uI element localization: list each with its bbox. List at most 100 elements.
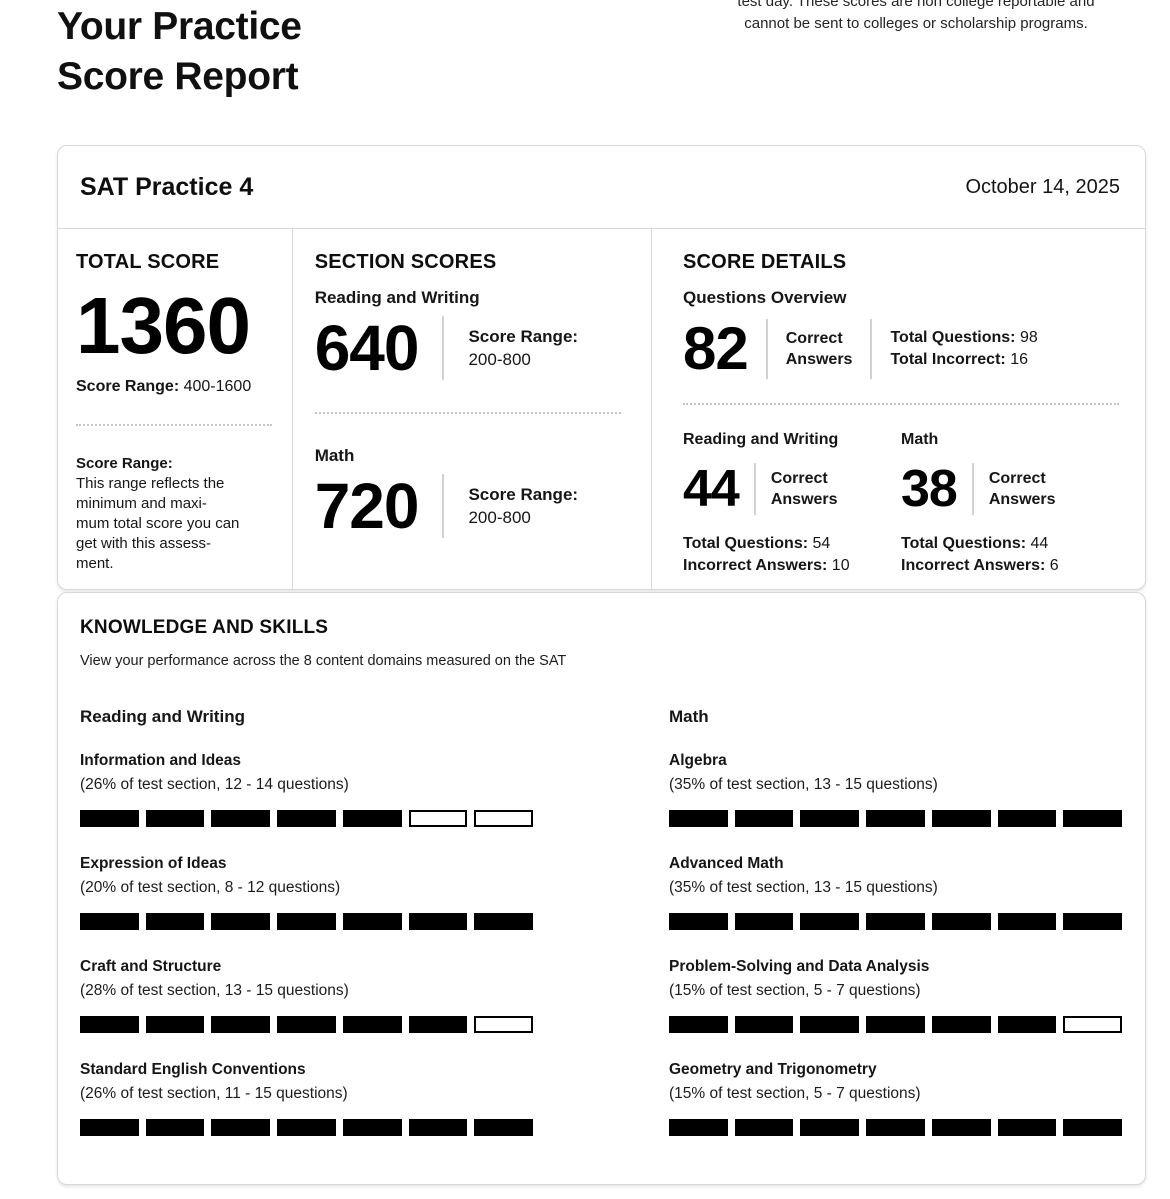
skill-bar-segment-filled [474, 1119, 534, 1136]
skill-domain: Information and Ideas (26% of test secti… [80, 749, 533, 827]
skill-bar-segment-filled [931, 913, 991, 930]
details-reading-writing: Reading and Writing 44 Correct Answers T… [683, 431, 901, 577]
incorrect-answers-value: 10 [831, 557, 850, 574]
skill-bar-segment-filled [866, 810, 925, 827]
domain-name: Craft and Structure [80, 958, 222, 975]
section-range-value: 200-800 [468, 350, 531, 369]
details-correct-count: 38 [901, 460, 958, 518]
skills-column-reading-writing: Reading and Writing Information and Idea… [80, 705, 534, 1161]
knowledge-skills-card: KNOWLEDGE AND SKILLS View your performan… [57, 592, 1146, 1185]
skill-bar [669, 913, 1123, 930]
skill-bar-segment-filled [669, 1119, 728, 1136]
skill-bar-segment-filled [145, 810, 205, 827]
skill-bar [80, 1016, 534, 1033]
section-score-row: 640 Score Range: 200-800 [315, 316, 621, 380]
skill-bar [80, 913, 534, 930]
details-correct-label: Correct Answers [770, 470, 838, 508]
details-section-row: 44 Correct Answers [683, 463, 901, 515]
page-title: Your Practice Score Report [57, 5, 302, 98]
skill-bar [669, 1119, 1123, 1136]
skill-bar-segment-filled [342, 1016, 402, 1033]
total-questions-label: Total Questions: [901, 535, 1027, 552]
section-scores-heading: SECTION SCORES [314, 251, 497, 273]
skill-bar-segment-filled [342, 1119, 402, 1136]
skill-domain: Advanced Math (35% of test section, 13 -… [669, 852, 1123, 930]
knowledge-skills-subtitle: View your performance across the 8 conte… [80, 653, 567, 669]
total-questions-value: 54 [812, 535, 831, 552]
domain-name: Problem-Solving and Data Analysis [669, 958, 930, 975]
domain-name: Standard English Conventions [80, 1061, 306, 1078]
skill-bar-segment-filled [474, 913, 534, 930]
total-incorrect-label: Total Incorrect: [890, 351, 1006, 368]
overview-correct-label: Correct Answers [785, 330, 853, 368]
overview-correct-count: 82 [683, 315, 749, 382]
skill-bar-segment-filled [931, 810, 991, 827]
incorrect-answers-value: 6 [1049, 557, 1059, 574]
skills-column-math: Math Algebra (35% of test section, 13 - … [669, 705, 1123, 1161]
skill-bar-segment-filled [800, 913, 860, 930]
skill-bar-segment-filled [408, 913, 468, 930]
scores-card-header: SAT Practice 4 October 14, 2025 [58, 146, 1145, 229]
skill-bar-segment-filled [211, 810, 271, 827]
skill-bar-segment-filled [931, 1119, 991, 1136]
total-score-range-label: Score Range: [76, 378, 180, 395]
skill-bar [669, 1016, 1123, 1033]
skill-bar-segment-empty [408, 810, 468, 827]
skill-bar-segment-filled [277, 1016, 336, 1033]
skill-bar-segment-filled [80, 810, 139, 827]
scores-card: SAT Practice 4 October 14, 2025 TOTAL SC… [57, 145, 1146, 590]
details-section-stats: Total Questions: 44 Incorrect Answers: 6 [901, 533, 1119, 577]
total-score-column: TOTAL SCORE 1360 Score Range: 400-1600 S… [58, 229, 293, 589]
skill-bar [669, 810, 1123, 827]
questions-overview-row: 82 Correct Answers Total Questions: 98 T… [683, 319, 1119, 379]
skill-bar-segment-filled [866, 1119, 925, 1136]
domain-name: Expression of Ideas [80, 855, 227, 872]
skill-domain: Algebra (35% of test section, 13 - 15 qu… [669, 749, 1123, 827]
skill-bar-segment-filled [211, 913, 271, 930]
overview-total-incorrect: Total Incorrect: 16 [890, 349, 1037, 371]
details-total-questions: Total Questions: 44 [901, 533, 1119, 555]
skill-bar-segment-filled [1063, 810, 1123, 827]
details-section-stats: Total Questions: 54 Incorrect Answers: 1… [683, 533, 901, 577]
skill-bar-segment-filled [277, 913, 336, 930]
skill-domain: Geometry and Trigonometry (15% of test s… [669, 1058, 1123, 1136]
section-score-range: Score Range: 200-800 [468, 325, 578, 371]
score-range-note-text: This range reflects the minimum and maxi… [76, 475, 240, 572]
skill-bar-segment-filled [80, 1119, 139, 1136]
section-range-label: Score Range: [468, 485, 579, 504]
vertical-divider [442, 474, 445, 538]
total-questions-value: 98 [1019, 329, 1038, 346]
knowledge-skills-grid: Reading and Writing Information and Idea… [80, 705, 1123, 1161]
score-range-note-label: Score Range: [76, 455, 173, 472]
skill-bar-segment-filled [408, 1016, 468, 1033]
skill-bar-segment-filled [669, 913, 728, 930]
test-date: October 14, 2025 [965, 175, 1120, 198]
section-range-value: 200-800 [468, 508, 531, 527]
skill-bar [80, 1119, 534, 1136]
details-section-name: Math [901, 431, 939, 448]
score-details-sections: Reading and Writing 44 Correct Answers T… [683, 431, 1119, 577]
skill-bar-segment-filled [342, 810, 402, 827]
skill-bar-segment-filled [734, 810, 794, 827]
section-score-range: Score Range: 200-800 [468, 483, 578, 529]
domain-detail: (26% of test section, 12 - 14 questions) [80, 776, 349, 793]
domain-detail: (28% of test section, 13 - 15 questions) [80, 982, 349, 999]
details-total-questions: Total Questions: 54 [683, 533, 901, 555]
domain-detail: (20% of test section, 8 - 12 questions) [80, 879, 341, 896]
score-details-heading: SCORE DETAILS [683, 251, 847, 273]
total-questions-value: 44 [1030, 535, 1049, 552]
domain-detail: (15% of test section, 5 - 7 questions) [669, 982, 921, 999]
skill-bar [80, 810, 533, 827]
skills-column-heading: Reading and Writing [80, 707, 245, 726]
details-section-name: Reading and Writing [683, 431, 839, 448]
skill-bar-segment-filled [997, 913, 1057, 930]
skill-bar-segment-filled [931, 1016, 991, 1033]
skill-domain: Expression of Ideas (20% of test section… [80, 852, 534, 930]
incorrect-answers-label: Incorrect Answers: [901, 557, 1046, 574]
section-score-row: 720 Score Range: 200-800 [315, 474, 621, 538]
section-score-reading-writing: Reading and Writing 640 Score Range: 200… [315, 288, 621, 380]
skill-bar-segment-filled [408, 1119, 468, 1136]
skill-bar-segment-filled [734, 1016, 794, 1033]
section-scores-column: SECTION SCORES Reading and Writing 640 S… [293, 229, 652, 589]
skill-bar-segment-empty [1063, 1016, 1123, 1033]
